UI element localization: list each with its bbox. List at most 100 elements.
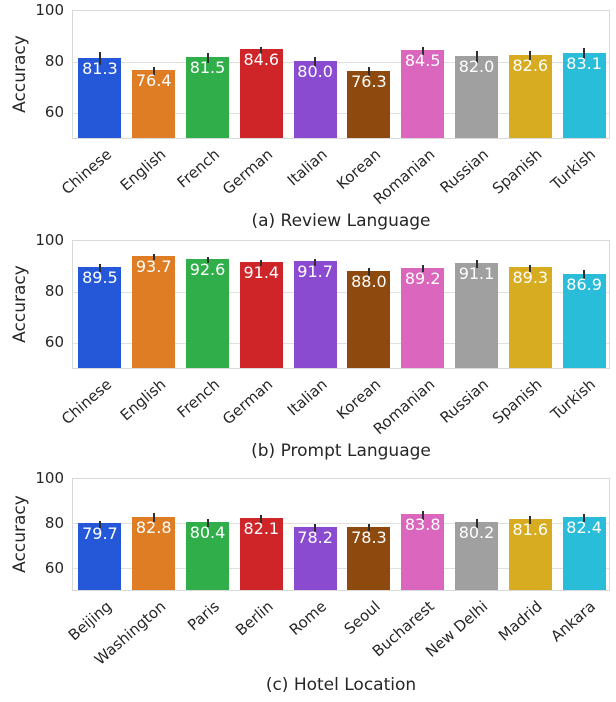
error-bar <box>583 270 586 279</box>
error-bar <box>421 265 424 273</box>
bar-paris <box>186 521 229 590</box>
x-tick-label: German <box>219 375 277 429</box>
error-bar <box>314 258 317 266</box>
subplot-a-caption: (a) Review Language <box>251 211 431 231</box>
x-tick-label: Chinese <box>58 375 116 429</box>
x-tick-label: Spanish <box>488 145 546 198</box>
bar-italian <box>293 261 337 368</box>
gridline <box>73 523 609 525</box>
bar-russian <box>455 262 498 368</box>
error-bar <box>314 523 317 533</box>
bar-madrid <box>508 519 552 590</box>
error-bar <box>152 67 155 76</box>
bar-german <box>239 49 283 138</box>
plot-area-b: 89.5 93.7 92.6 91.4 91.7 88.0 89.2 91.1 89.3 86.9 <box>72 240 610 369</box>
x-tick-label: German <box>219 145 277 199</box>
x-tick-label: Madrid <box>494 597 546 645</box>
bar-chinese <box>78 266 122 368</box>
x-tick-label: English <box>116 375 169 425</box>
x-tick-label: Berlin <box>231 597 277 640</box>
y-tick-label: 60 <box>44 558 64 577</box>
bar-value-label: 80.0 <box>297 62 333 82</box>
error-bar <box>421 46 424 55</box>
y-axis-label: Accuracy <box>10 265 30 343</box>
x-tick-label: Turkish <box>547 375 600 424</box>
bar-value-label: 93.7 <box>135 257 172 277</box>
bar-value-label: 91.1 <box>458 263 495 283</box>
bar-value-label: 89.5 <box>82 267 118 287</box>
bar-berlin <box>239 518 283 590</box>
error-bar <box>260 46 263 55</box>
x-tick-label: Rome <box>286 597 331 639</box>
plot-area-a: 81.3 76.4 81.5 84.6 80.0 76.3 84.5 82.0 82.6 83.1 <box>72 10 610 139</box>
bar-korean <box>347 270 391 368</box>
x-tick-label: Russian <box>436 375 492 427</box>
error-bar <box>529 516 532 525</box>
bar-value-label: 82.6 <box>512 55 549 75</box>
x-tick-label: Russian <box>436 145 492 197</box>
x-tick-label: Korean <box>332 375 385 423</box>
bar-value-label: 78.3 <box>351 527 387 547</box>
bar-value-label: 80.2 <box>458 523 495 543</box>
bar-value-label: 81.5 <box>189 58 226 78</box>
error-bar <box>475 519 478 528</box>
bar-chinese <box>78 57 122 138</box>
x-tick-label: Ankara <box>547 597 600 646</box>
y-tick-label: 100 <box>35 231 64 249</box>
y-tick-label: 100 <box>35 1 64 19</box>
bar-value-label: 89.2 <box>404 268 441 288</box>
error-bar <box>260 259 263 267</box>
bar-value-label: 86.9 <box>566 274 602 294</box>
bar-english <box>132 70 176 138</box>
bar-value-label: 82.0 <box>458 57 495 77</box>
bar-value-label: 78.2 <box>297 527 333 547</box>
error-bar <box>529 264 532 272</box>
gridline <box>73 291 609 293</box>
bar-russian <box>455 56 498 138</box>
error-bar <box>367 524 370 531</box>
y-tick-label: 100 <box>35 469 64 487</box>
subplot-c-caption: (c) Hotel Location <box>265 675 417 695</box>
x-tick-label: Italian <box>283 375 331 420</box>
bar-rome <box>293 526 337 590</box>
x-tick-label: Spanish <box>488 375 546 428</box>
bar-value-label: 91.4 <box>243 263 280 283</box>
error-bar <box>475 259 478 268</box>
bar-value-label: 92.6 <box>189 259 226 279</box>
bar-romanian <box>401 49 445 138</box>
bar-value-label: 76.4 <box>135 71 172 91</box>
bar-value-label: 82.1 <box>243 519 280 539</box>
bar-value-label: 79.7 <box>82 524 118 544</box>
bar-italian <box>293 61 337 138</box>
x-tick-label: French <box>173 145 223 192</box>
plot-area-c: 79.7 82.8 80.4 82.1 78.2 78.3 83.8 80.2 81.6 82.4 <box>72 478 610 591</box>
x-tick-label: Paris <box>183 597 223 635</box>
bar-turkish <box>562 53 606 138</box>
bar-romanian <box>401 267 445 368</box>
error-bar <box>421 511 424 520</box>
x-tick-label: Turkish <box>547 145 600 194</box>
error-bar <box>206 519 209 527</box>
error-bar <box>98 520 101 529</box>
error-bar <box>367 67 370 77</box>
error-bar <box>260 515 263 524</box>
bar-value-label: 91.7 <box>297 262 333 282</box>
bar-german <box>239 262 283 368</box>
bar-washington <box>132 516 176 590</box>
y-tick-label: 80 <box>44 282 64 301</box>
y-tick-label: 80 <box>44 52 64 71</box>
bar-korean <box>347 70 391 138</box>
y-tick-label: 60 <box>44 103 64 122</box>
bar-bucharest <box>401 514 445 590</box>
bar-value-label: 83.1 <box>566 54 602 74</box>
bar-value-label: 81.6 <box>512 520 549 540</box>
error-bar <box>206 256 209 263</box>
bar-value-label: 80.4 <box>189 522 226 542</box>
error-bar <box>98 264 101 272</box>
bar-value-label: 84.5 <box>404 50 441 70</box>
bar-value-label: 84.6 <box>243 50 280 70</box>
gridline <box>73 342 609 344</box>
x-tick-label: English <box>116 145 169 195</box>
error-bar <box>314 56 317 68</box>
error-bar <box>529 50 532 61</box>
